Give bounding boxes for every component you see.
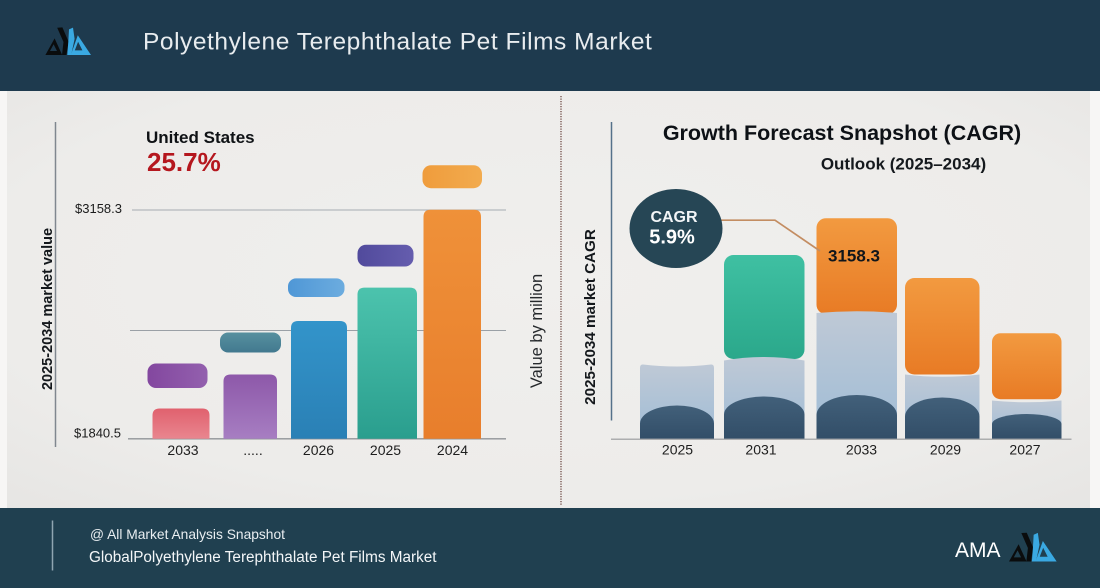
svg-text:2024: 2024 [437,442,468,458]
svg-text:Value by million: Value by million [528,274,546,388]
svg-text:$3158.3: $3158.3 [75,201,122,216]
svg-text:Outlook (2025–2034): Outlook (2025–2034) [821,155,986,174]
svg-text:2025-2034 market value: 2025-2034 market value [40,228,56,390]
svg-text:.....: ..... [243,442,262,458]
svg-text:Growth Forecast Snapshot (CAGR: Growth Forecast Snapshot (CAGR) [663,121,1021,145]
svg-text:2026: 2026 [303,442,334,458]
svg-text:AMA: AMA [955,539,1001,562]
svg-text:2025-2034 market CAGR: 2025-2034 market CAGR [582,229,599,405]
svg-text:2025: 2025 [662,442,693,458]
svg-text:2025: 2025 [370,442,401,458]
svg-text:5.9%: 5.9% [649,227,695,249]
svg-text:25.7%: 25.7% [147,147,221,177]
svg-text:2033: 2033 [846,442,877,458]
svg-text:2029: 2029 [930,442,961,458]
svg-text:2033: 2033 [167,442,198,458]
svg-text:$1840.5: $1840.5 [74,426,121,441]
svg-text:2031: 2031 [745,442,776,458]
svg-text:2027: 2027 [1009,442,1040,458]
svg-text:Polyethylene Terephthalate Pet: Polyethylene Terephthalate Pet Films Mar… [143,29,652,56]
svg-text:GlobalPolyethylene Terephthala: GlobalPolyethylene Terephthalate Pet Fil… [89,549,437,566]
svg-text:@ All Market Analysis Snapshot: @ All Market Analysis Snapshot [90,527,285,542]
svg-text:United States: United States [146,128,255,147]
svg-text:3158.3: 3158.3 [828,247,880,266]
svg-text:CAGR: CAGR [650,209,698,226]
